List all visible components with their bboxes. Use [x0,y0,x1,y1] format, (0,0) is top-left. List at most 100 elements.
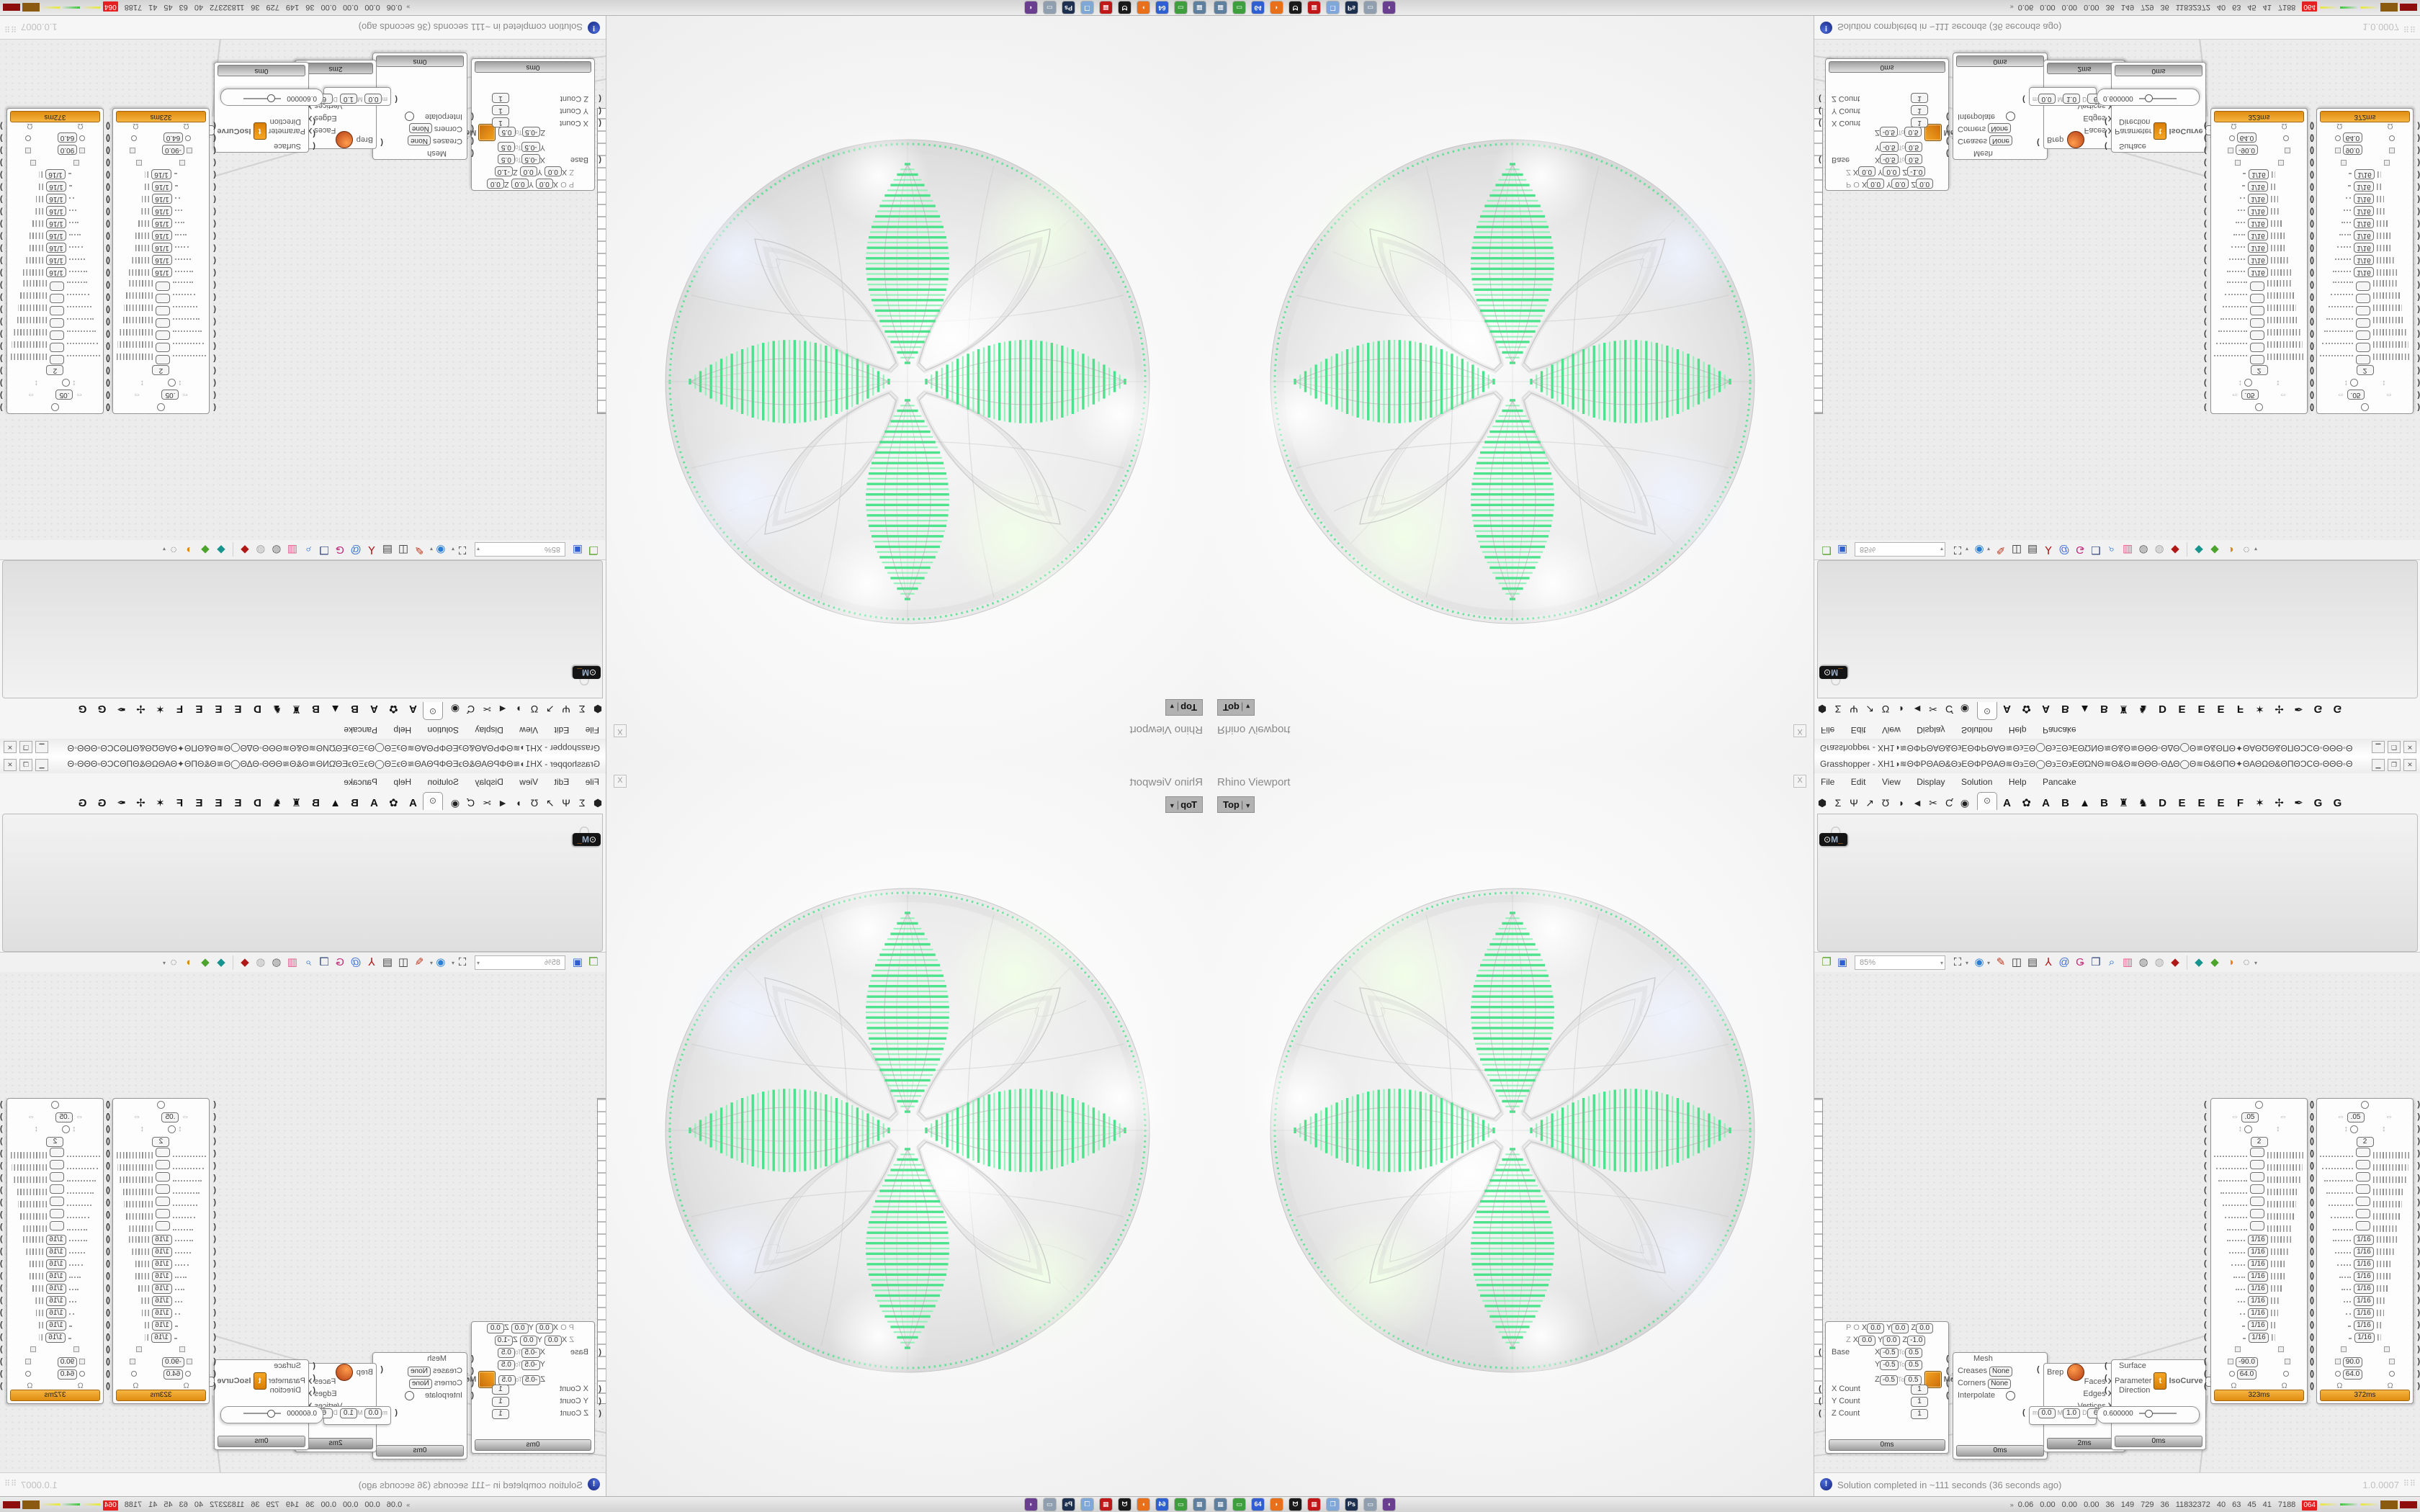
chevron-down-icon[interactable]: ▾ [429,546,433,553]
blob-light-icon[interactable]: ◍ [256,544,266,556]
monitor-mouse-icon[interactable]: ▭ [1364,1498,1376,1511]
plugin-tab-17[interactable]: G [78,797,87,809]
chevron-down-icon[interactable]: ▾ [1987,959,1991,966]
isocurve-component[interactable]: (Surface (Parameter t IsoCurve ⬇)(Directi… [2105,1359,2223,1450]
menu-help[interactable]: Help [2008,725,2027,735]
display-tab[interactable]: ◉ [450,703,460,715]
canvas-file-tab[interactable]: ⊙M_ [573,833,601,846]
divide-domain-component[interactable]: (m0.0 M1.0 D6) [2022,87,2105,106]
plugin-tab-2[interactable]: A [370,703,378,715]
gem-teal-icon[interactable]: ◆ [217,544,225,556]
screenshot-app-icon[interactable]: ▦ [1214,1,1227,14]
plugin-tab-9[interactable]: E [234,797,242,809]
bag-icon[interactable]: ▥ [2122,544,2133,556]
menu-solution[interactable]: Solution [427,777,459,787]
menu-file[interactable]: File [1821,725,1835,735]
menu-view[interactable]: View [1881,777,1901,787]
selected-component-tab[interactable]: ⊙ [423,792,443,810]
plugin-tab-1[interactable]: ✿ [389,703,398,715]
vector-tab[interactable]: ↗ [546,797,555,809]
floppy64-icon[interactable]: 64 [1156,1,1168,14]
plugin-tab-15[interactable]: ✒ [2294,703,2303,715]
red-grid-icon[interactable]: ▦ [1308,1,1320,14]
tray-expand-chevron[interactable]: » [406,1501,411,1508]
plugin-tab-12[interactable]: F [2236,797,2244,809]
zoom-extents-icon[interactable]: ⛶ [1953,956,1962,968]
plugin-tab-3[interactable]: B [351,797,359,809]
clamp-icon[interactable]: ◫ [398,544,409,556]
gimp-icon[interactable]: ◖ [1383,1498,1395,1511]
monitor-mouse-icon[interactable]: ▭ [1044,1,1056,14]
interpolate-toggle[interactable] [2006,1390,2016,1400]
isocurve-component[interactable]: (Surface (Parameter t IsoCurve ⬇)(Directi… [197,62,315,153]
bag-icon[interactable]: ▥ [287,544,298,556]
camera-icon[interactable]: ▤ [382,544,393,556]
screenshot-app-icon[interactable]: ▦ [1214,1498,1227,1511]
plugin-tab-11[interactable]: E [2217,797,2225,809]
slider-track[interactable] [2138,1410,2177,1418]
params-tab[interactable]: ⬢ [593,797,603,809]
divide-domain-component[interactable]: (m0.0 M1.0 D6) [2022,1406,2105,1425]
plugin-tab-1[interactable]: ✿ [2022,797,2031,809]
curve-tab[interactable]: Ʊ [530,703,539,715]
graph-component-right[interactable]: ()(⇔ .05 ⇔)(↕ ↕)(2)( )( )( )( )( )( )( )… [2310,1098,2420,1404]
viewport-view-dropdown[interactable]: Top|▼ [1217,796,1255,813]
lasso-icon[interactable]: ◌ [170,544,177,556]
menu-file[interactable]: File [585,777,599,787]
number-slider[interactable]: 0.600000 [220,89,323,106]
resize-grip[interactable]: ⠿⠿ [4,24,17,32]
window-app-icon[interactable]: ❒ [1327,1498,1339,1511]
chevron-down-icon[interactable]: ▾ [162,959,166,966]
curve-tab[interactable]: Ʊ [1881,703,1890,715]
selected-component-tab[interactable]: ⊙ [1977,792,1997,810]
plugin-tab-6[interactable]: ♜ [2118,797,2129,809]
number-slider[interactable]: 0.600000 [2097,1406,2200,1423]
intersect-tab[interactable]: ✂ [1929,703,1937,715]
slider-knob[interactable] [267,94,276,102]
green-device-icon[interactable]: ▭ [1233,1,1245,14]
plugin-tab-5[interactable]: B [312,797,320,809]
gem-green-icon[interactable]: ◆ [2210,956,2219,968]
surface-tab[interactable]: ◗ [1898,797,1905,809]
gem-red-icon[interactable]: ◆ [241,544,249,556]
plugin-tab-8[interactable]: D [2159,797,2166,809]
plugin-tab-13[interactable]: ✶ [2255,703,2264,715]
monitor-mouse-icon[interactable]: ▭ [1044,1498,1056,1511]
vector-tab[interactable]: ↗ [1865,797,1874,809]
plugin-tab-3[interactable]: B [351,703,359,715]
gimp-icon[interactable]: ◖ [1383,1,1395,14]
cat-app-icon[interactable]: ᗢ [1289,1,1301,14]
menu-pancake[interactable]: Pancake [344,725,378,735]
plugin-tab-2[interactable]: A [2042,797,2050,809]
menu-help[interactable]: Help [393,725,412,735]
gha-icon[interactable]: Ǥ [2076,956,2084,968]
maths-tab[interactable]: Σ [1834,797,1842,809]
number-slider[interactable]: 0.600000 [2097,89,2200,106]
chevron-down-icon[interactable]: ▾ [1966,546,1969,553]
maximize-button[interactable]: ❐ [19,759,32,771]
gimp-icon[interactable]: ◖ [1025,1,1037,14]
grasshopper-titlebar[interactable]: Grasshopper - XH1◑≋ΘΦΡΘΑΘ&Θ϶ΕΘΦΡΘΑΘ≋Θ϶ΞΘ… [1814,756,2420,774]
preview-eye-icon[interactable]: ◉ [436,956,446,968]
display-tab[interactable]: ◉ [450,797,460,809]
minimize-button[interactable]: ▁ [2372,759,2385,771]
cat-app-icon[interactable]: ᗢ [1289,1498,1301,1511]
photoshop-icon[interactable]: Ps [1345,1,1358,14]
viewport-close-button[interactable]: X [1793,775,1806,788]
menu-edit[interactable]: Edit [1850,777,1866,787]
gha-icon[interactable]: Ǥ [336,544,344,556]
chevron-down-icon[interactable]: ▾ [451,546,454,553]
curve-tab[interactable]: Ʊ [1881,797,1890,809]
plugin-tab-17[interactable]: G [78,703,87,715]
lasso-icon[interactable]: ◌ [2243,544,2250,556]
plugin-tab-12[interactable]: F [176,797,184,809]
mesh-tab[interactable]: ◄ [1912,703,1922,715]
plugin-tab-12[interactable]: F [2236,703,2244,715]
open-file-icon[interactable]: ❐ [588,956,599,968]
gem-green-icon[interactable]: ◆ [2210,544,2219,556]
menu-help[interactable]: Help [393,777,412,787]
green-device-icon[interactable]: ▭ [1175,1498,1187,1511]
